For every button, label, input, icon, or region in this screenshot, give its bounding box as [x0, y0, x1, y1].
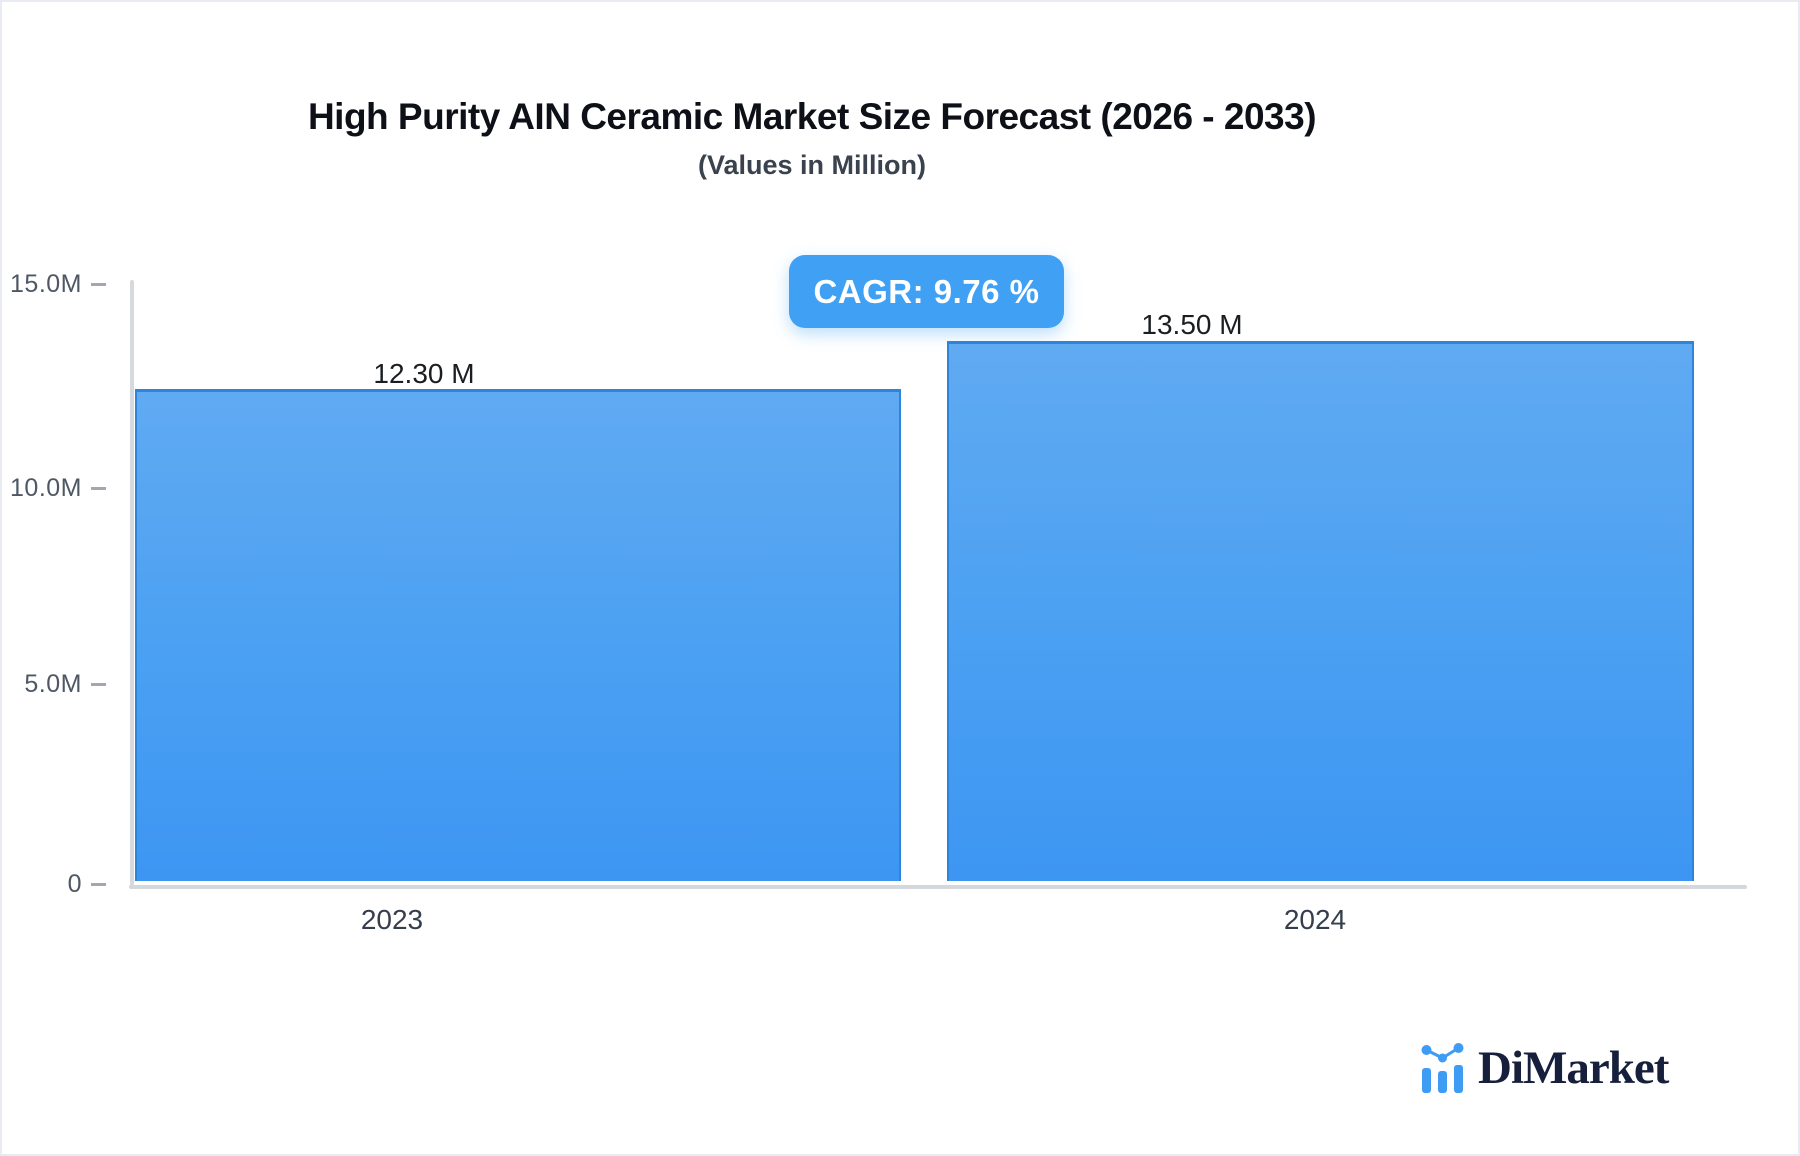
bar-value-label: 13.50 M [1141, 309, 1243, 340]
dimarket-bars-icon [1421, 1043, 1464, 1093]
x-axis-line [129, 885, 1747, 889]
x-axis-label-2024: 2024 [1283, 904, 1347, 935]
dimarket-logo: DiMarket [1420, 1038, 1669, 1098]
chart-title: High Purity AIN Ceramic Market Size Fore… [307, 96, 1317, 137]
brand-name: DiMarket [1478, 1042, 1669, 1094]
bar-value-label: 12.30 M [373, 358, 475, 389]
chart-subtitle: (Values in Million) [697, 150, 927, 180]
y-tick-mark [91, 683, 106, 686]
y-axis-label-5m: 5.0M [24, 670, 82, 698]
bar-2024 [947, 341, 1694, 881]
bar-2023 [135, 389, 901, 881]
cagr-badge-label: CAGR: 9.76 % [813, 272, 1040, 310]
y-tick-mark [91, 883, 106, 886]
y-tick-mark [91, 487, 106, 490]
y-tick-mark [91, 283, 106, 286]
cagr-badge: CAGR: 9.76 % [789, 255, 1064, 328]
y-axis-label-10m: 10.0M [10, 474, 82, 502]
x-axis-label-2023: 2023 [360, 904, 424, 935]
y-axis-label-0: 0 [67, 870, 82, 898]
y-axis-label-15m: 15.0M [10, 270, 82, 298]
y-axis-line [130, 280, 134, 888]
